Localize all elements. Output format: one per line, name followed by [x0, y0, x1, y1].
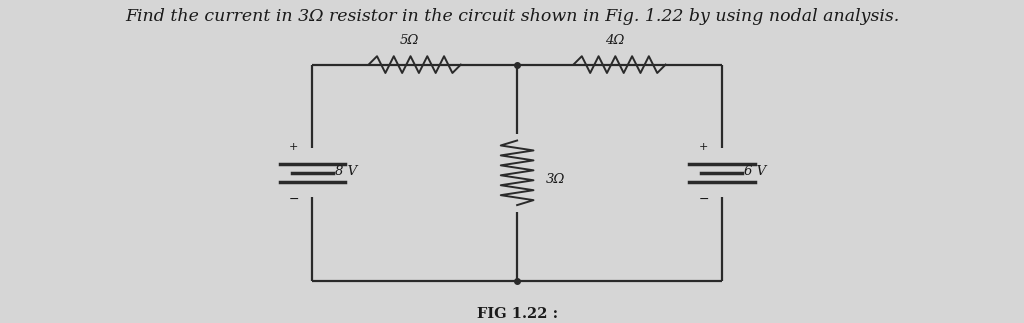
- Text: +: +: [698, 142, 709, 151]
- Text: 3Ω: 3Ω: [546, 173, 565, 186]
- Text: Find the current in 3Ω resistor in the circuit shown in Fig. 1.22 by using nodal: Find the current in 3Ω resistor in the c…: [125, 8, 899, 25]
- Text: 5Ω: 5Ω: [400, 34, 419, 47]
- Text: −: −: [698, 193, 709, 205]
- Text: 4Ω: 4Ω: [605, 34, 624, 47]
- Text: FIG 1.22 :: FIG 1.22 :: [476, 307, 558, 321]
- Text: 8 V: 8 V: [335, 165, 357, 178]
- Text: +: +: [289, 142, 299, 151]
- Text: −: −: [289, 193, 299, 205]
- Text: 6 V: 6 V: [744, 165, 767, 178]
